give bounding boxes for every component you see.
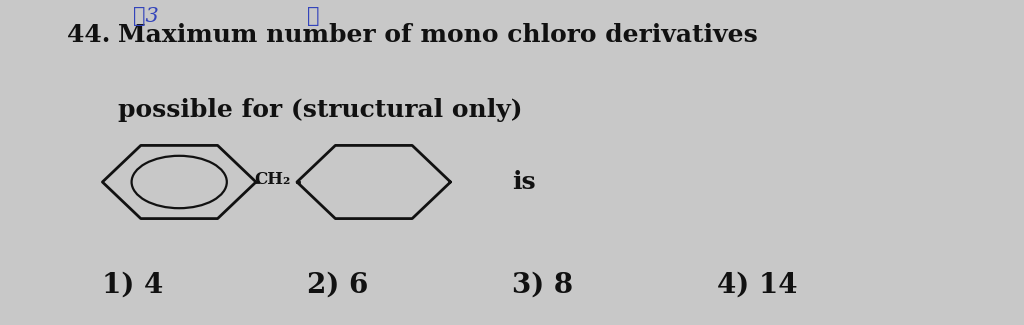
Text: is: is bbox=[512, 170, 536, 194]
Text: 1) 4: 1) 4 bbox=[102, 272, 164, 299]
Text: ℐ3: ℐ3 bbox=[133, 6, 159, 25]
Text: Maximum number of mono chloro derivatives: Maximum number of mono chloro derivative… bbox=[118, 23, 758, 47]
Text: 2) 6: 2) 6 bbox=[307, 272, 369, 299]
Text: ℛ: ℛ bbox=[307, 6, 319, 25]
Text: CH₂: CH₂ bbox=[254, 172, 291, 188]
Text: possible for (structural only): possible for (structural only) bbox=[118, 98, 522, 122]
Text: 44.: 44. bbox=[67, 23, 110, 47]
Text: 3) 8: 3) 8 bbox=[512, 272, 573, 299]
Text: 4) 14: 4) 14 bbox=[717, 272, 798, 299]
